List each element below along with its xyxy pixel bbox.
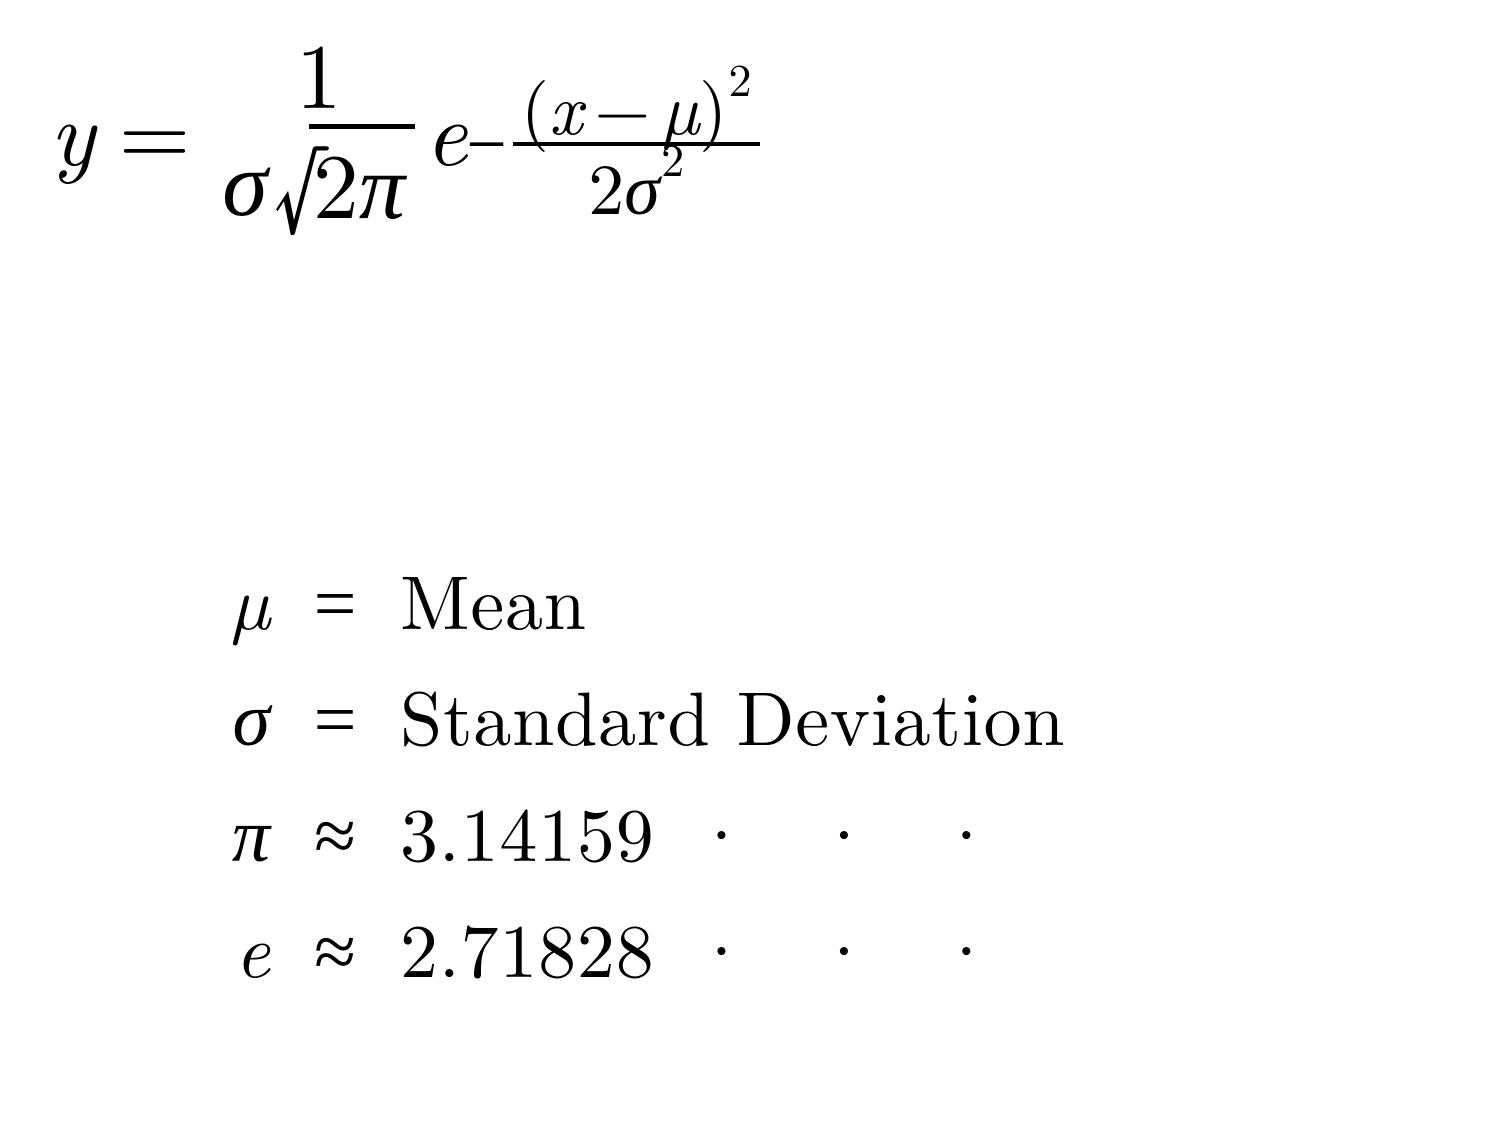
minus-sign: − [594,68,650,140]
definition-symbol: e [194,908,270,984]
definition-value: 2.71828 · · · [400,908,1015,984]
definition-mu: µ = Mean [194,560,1065,642]
formula-base-line: y = 1 σ √ 2 π e [50,20,467,234]
definition-symbol: µ [194,560,270,636]
sqrt-group: √ 2 π [274,124,415,230]
definition-relation: = [270,566,400,642]
squared-denominator: 2 [661,135,684,181]
sqrt-sign: √ [274,128,324,234]
equals-sign: = [119,81,191,173]
definition-number: 2.71828 [400,892,654,1000]
close-paren: ) [699,68,727,140]
ellipsis: · · · [692,892,1015,1000]
variable-x: x [549,68,582,140]
definition-symbol: σ [194,676,270,752]
definition-pi: π ≈ 3.14159 · · · [194,792,1065,874]
squared-numerator: 2 [729,55,752,101]
exponent-wrap: − ( x − µ ) 2 2 σ 2 [456,78,759,234]
sqrt-radicand: 2 π [309,124,415,230]
exponent-denominator: 2 σ 2 [580,146,692,222]
definition-value: 3.14159 · · · [400,792,1015,868]
definition-symbol: π [194,792,270,868]
sigma: σ [222,131,267,223]
coefficient-denominator: σ √ 2 π [214,120,423,234]
definition-value: Mean [400,560,587,636]
definition-relation: = [270,682,400,758]
exponent-numerator: ( x − µ ) 2 [513,66,760,142]
ellipsis: · · · [692,776,1015,884]
pi: π [359,134,405,226]
definition-relation: ≈ [270,798,400,874]
definition-sigma: σ = Standard Deviation [194,676,1065,758]
open-paren: ( [521,68,549,140]
sigma-denominator: σ [624,148,660,220]
symbol-definitions: µ = Mean σ = Standard Deviation π ≈ 3.14… [194,560,1065,990]
normal-pdf-formula: y = 1 σ √ 2 π e − ( [50,20,760,234]
definition-number: 3.14159 [400,776,654,884]
definition-relation: ≈ [270,914,400,990]
two-denominator: 2 [588,148,624,220]
exponent-fraction: ( x − µ ) 2 2 σ 2 [513,66,760,222]
coefficient-fraction: 1 σ √ 2 π [214,20,423,234]
definition-e: e ≈ 2.71828 · · · [194,908,1065,990]
variable-y: y [50,81,95,173]
exponent: − ( x − µ ) 2 2 σ 2 [456,66,759,222]
exponent-minus: − [466,108,507,180]
definition-value: Standard Deviation [400,676,1065,752]
